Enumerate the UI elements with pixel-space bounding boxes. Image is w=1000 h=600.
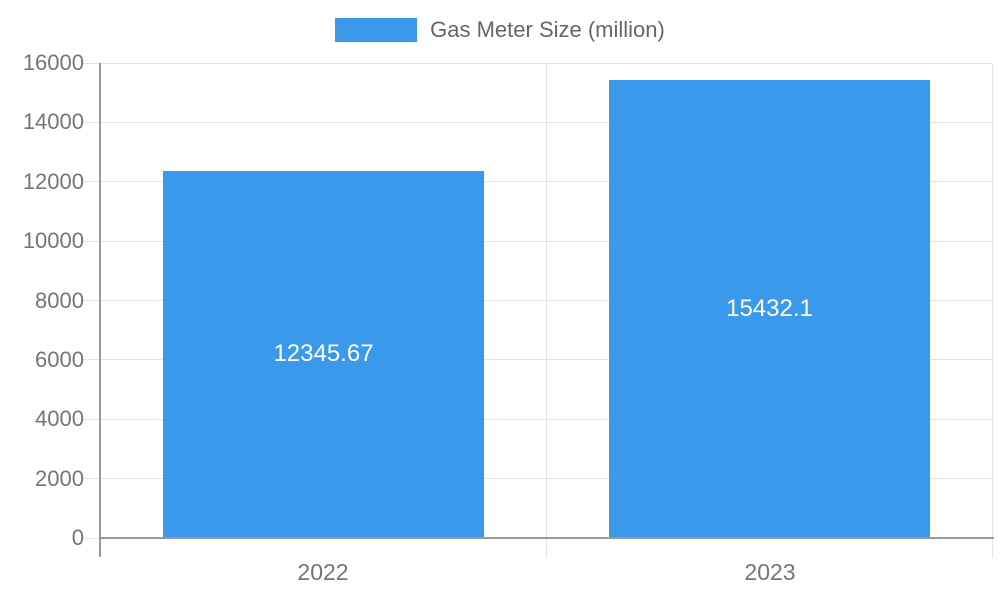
y-tick-mark bbox=[82, 537, 100, 539]
y-tick-mark bbox=[82, 478, 100, 480]
y-tick-mark bbox=[82, 181, 100, 183]
gridline-x-boundary bbox=[546, 63, 547, 558]
y-tick-label-16000: 16000 bbox=[22, 50, 84, 75]
y-tick-label-8000: 8000 bbox=[35, 287, 84, 313]
y-tick-label-12000: 12000 bbox=[22, 168, 84, 194]
legend-swatch bbox=[335, 18, 418, 42]
x-tick-label-2022: 2022 bbox=[297, 559, 349, 585]
y-tick-label-6000: 6000 bbox=[35, 346, 84, 372]
y-tick-mark bbox=[82, 121, 100, 123]
plot-area: 12345.67 15432.1 bbox=[82, 62, 993, 558]
y-tick-mark bbox=[82, 240, 100, 242]
bar-value-label-2023: 15432.1 bbox=[726, 295, 813, 322]
y-tick-label-2000: 2000 bbox=[35, 465, 84, 491]
bar-2023: 15432.1 bbox=[609, 80, 930, 538]
y-tick-label-10000: 10000 bbox=[22, 228, 84, 254]
y-tick-mark bbox=[82, 300, 100, 301]
legend-item-gas-meter-size[interactable]: Gas Meter Size (million) bbox=[0, 17, 1000, 43]
x-tick-label-2023: 2023 bbox=[744, 559, 796, 585]
y-axis-line bbox=[99, 63, 101, 557]
y-tick-mark bbox=[82, 62, 100, 64]
y-tick-mark bbox=[82, 418, 100, 420]
x-axis-line bbox=[99, 537, 994, 539]
gridline-x-boundary bbox=[992, 63, 993, 558]
y-tick-label-0: 0 bbox=[71, 525, 84, 550]
bar-2022: 12345.67 bbox=[163, 171, 484, 538]
bar-value-label-2022: 12345.67 bbox=[273, 340, 374, 367]
y-tick-label-4000: 4000 bbox=[35, 406, 84, 432]
legend-label: Gas Meter Size (million) bbox=[430, 17, 665, 42]
y-tick-mark bbox=[82, 359, 100, 361]
y-tick-label-14000: 14000 bbox=[22, 109, 84, 135]
